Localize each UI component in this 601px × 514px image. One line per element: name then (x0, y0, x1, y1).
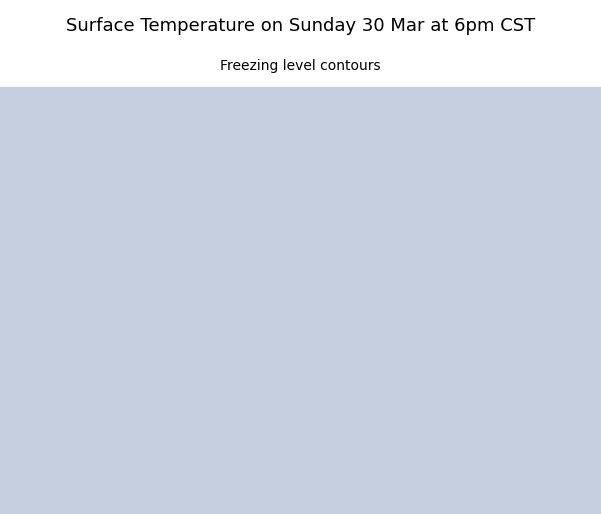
Text: Freezing level contours: Freezing level contours (220, 59, 381, 72)
Text: Surface Temperature on Sunday 30 Mar at 6pm CST: Surface Temperature on Sunday 30 Mar at … (66, 17, 535, 35)
